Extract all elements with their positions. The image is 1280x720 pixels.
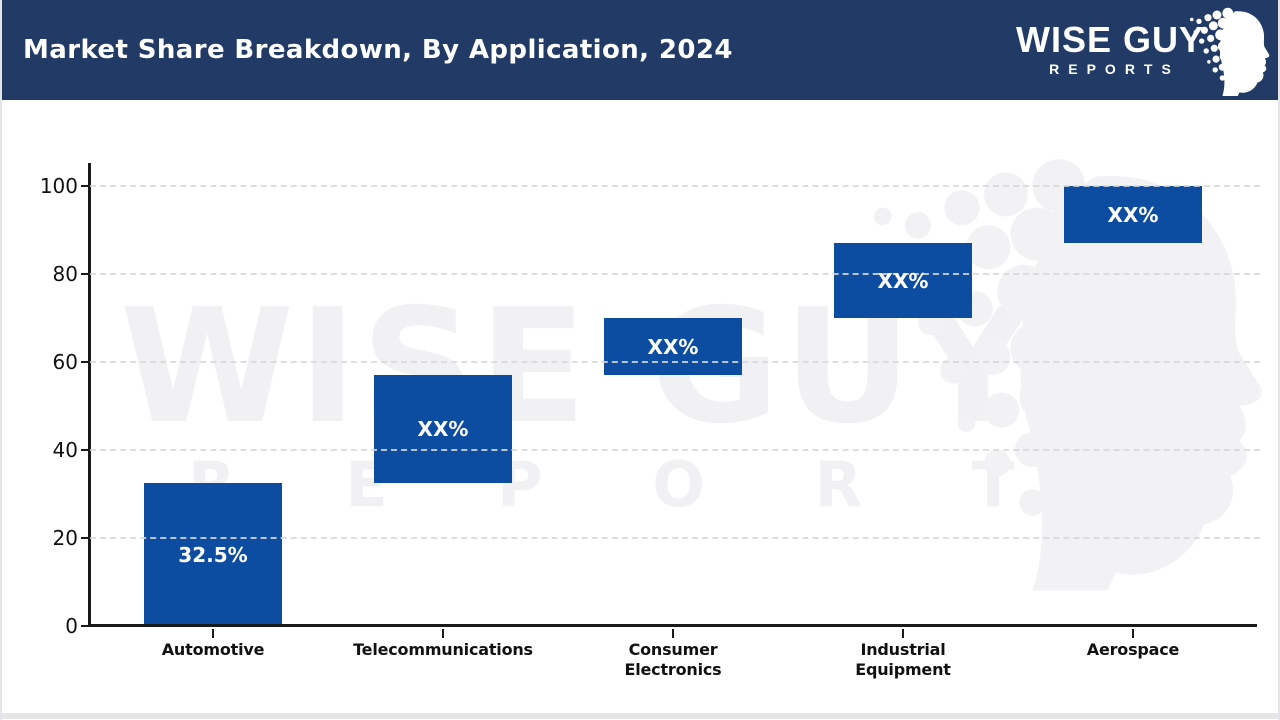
y-tick-mark <box>81 449 90 451</box>
header-band: Market Share Breakdown, By Application, … <box>2 0 1278 100</box>
bar-value-label: XX% <box>417 417 469 442</box>
bar-value-label: XX% <box>1107 202 1159 227</box>
x-tick-mark <box>672 629 674 638</box>
plot-area: 0 20 40 60 80 100 32.5% Automotive XX% Telecommun… <box>2 100 1278 714</box>
y-axis-tick-label: 80 <box>52 262 78 286</box>
gridline <box>90 185 1260 187</box>
dotted-head-icon <box>1190 7 1270 96</box>
gridline <box>90 361 1260 363</box>
y-axis-tick-label: 40 <box>52 438 78 462</box>
y-axis-tick-label: 20 <box>52 526 78 550</box>
x-axis-label: Consumer Electronics <box>624 640 722 679</box>
x-axis-label: Automotive <box>161 640 265 659</box>
logo-subtitle: REPORTS <box>1049 61 1180 77</box>
y-tick-mark <box>81 625 90 627</box>
wise-guy-reports-logo: WISE GUY REPORTS <box>1012 4 1272 96</box>
chart-area: WISE GUY R E P O R T S 0 20 40 60 80 100 32.5%… <box>2 100 1278 714</box>
gridline <box>90 449 1260 451</box>
x-axis-label: Telecommunications <box>353 640 533 659</box>
footer-strip <box>2 713 1278 719</box>
y-axis-tick-label: 60 <box>52 350 78 374</box>
x-axis-line <box>88 624 1257 627</box>
y-tick-mark <box>81 361 90 363</box>
y-tick-mark <box>81 185 90 187</box>
x-tick-mark <box>212 629 214 638</box>
logo-wordmark: WISE GUY <box>1015 19 1204 60</box>
bar <box>604 318 742 376</box>
bar <box>144 483 282 626</box>
bar <box>374 375 512 483</box>
bar-value-label: XX% <box>877 268 929 293</box>
page-title: Market Share Breakdown, By Application, … <box>23 35 733 65</box>
bar-value-label: XX% <box>647 334 699 359</box>
y-axis-line <box>88 163 91 627</box>
x-tick-mark <box>442 629 444 638</box>
y-axis-tick-label: 100 <box>39 174 78 198</box>
x-tick-mark <box>1132 629 1134 638</box>
gridline <box>90 537 1260 539</box>
gridline <box>90 273 1260 275</box>
logo-text: WISE GUY REPORTS <box>1015 19 1204 78</box>
x-tick-mark <box>902 629 904 638</box>
y-tick-mark <box>81 273 90 275</box>
bar-value-label: 32.5% <box>178 542 248 567</box>
y-tick-mark <box>81 537 90 539</box>
x-axis-label: Aerospace <box>1086 640 1180 659</box>
y-axis-tick-label: 0 <box>65 614 78 638</box>
x-axis-label: Industrial Equipment <box>855 640 951 679</box>
